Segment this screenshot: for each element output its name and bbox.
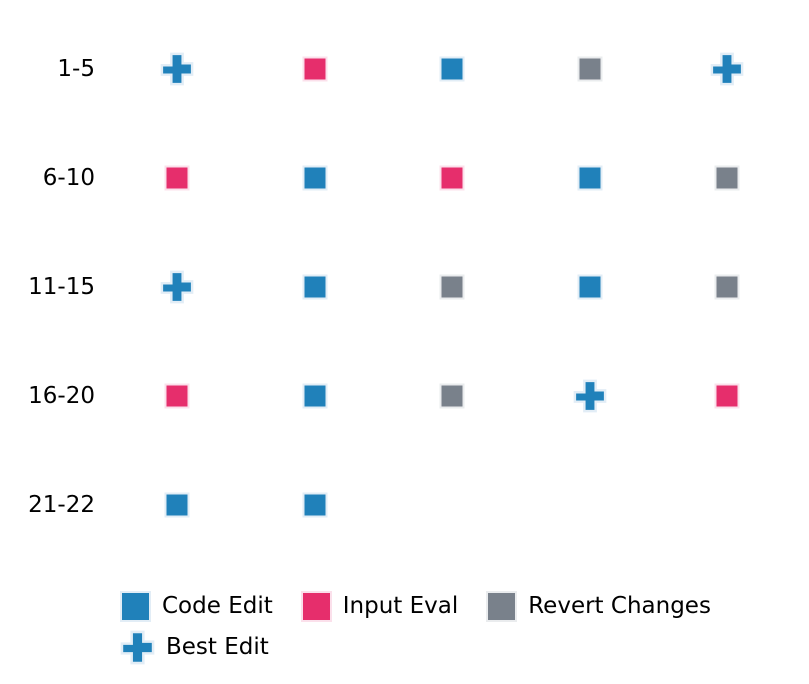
legend-line-1: Code Edit Input Eval Revert Changes — [120, 589, 711, 623]
marker-code-edit — [302, 383, 327, 409]
marker-best-edit — [160, 52, 194, 86]
legend-label: Best Edit — [166, 634, 269, 660]
legend-item-best-edit: Best Edit — [120, 630, 269, 665]
legend-label: Input Eval — [342, 593, 459, 619]
input-eval-marker-icon — [300, 590, 332, 622]
marker-code-edit — [302, 165, 327, 191]
marker-revert-changes — [439, 274, 465, 300]
marker-input-eval — [714, 383, 740, 409]
row-label: 6-10 — [42, 165, 95, 191]
row-label: 11-15 — [28, 274, 95, 300]
marker-best-edit — [160, 270, 194, 304]
marker-code-edit — [577, 274, 602, 300]
legend-label: Code Edit — [162, 593, 273, 619]
marker-input-eval — [164, 383, 190, 409]
legend-line-2: Best Edit — [120, 630, 711, 664]
marker-revert-changes — [577, 56, 602, 82]
marker-code-edit — [302, 492, 327, 518]
marker-revert-changes — [714, 274, 740, 300]
row-label: 16-20 — [28, 383, 95, 409]
marker-code-edit — [164, 492, 190, 518]
revert-changes-marker-icon — [486, 590, 518, 622]
legend: Code Edit Input Eval Revert Changes Best Ed… — [120, 589, 711, 664]
legend-item-revert-changes: Revert Changes — [486, 590, 711, 622]
marker-input-eval — [302, 56, 327, 82]
marker-best-edit — [573, 379, 607, 413]
marker-input-eval — [164, 165, 190, 191]
row-label: 21-22 — [28, 492, 95, 518]
marker-code-edit — [439, 56, 465, 82]
marker-code-edit — [577, 165, 602, 191]
legend-label: Revert Changes — [528, 593, 711, 619]
marker-code-edit — [302, 274, 327, 300]
marker-revert-changes — [714, 165, 740, 191]
legend-item-code-edit: Code Edit — [120, 590, 273, 622]
best-edit-marker-icon — [120, 630, 155, 665]
marker-revert-changes — [439, 383, 465, 409]
legend-item-input-eval: Input Eval — [300, 590, 459, 622]
marker-input-eval — [439, 165, 465, 191]
marker-best-edit — [710, 52, 744, 86]
row-label: 1-5 — [57, 56, 95, 82]
code-edit-marker-icon — [120, 590, 151, 622]
